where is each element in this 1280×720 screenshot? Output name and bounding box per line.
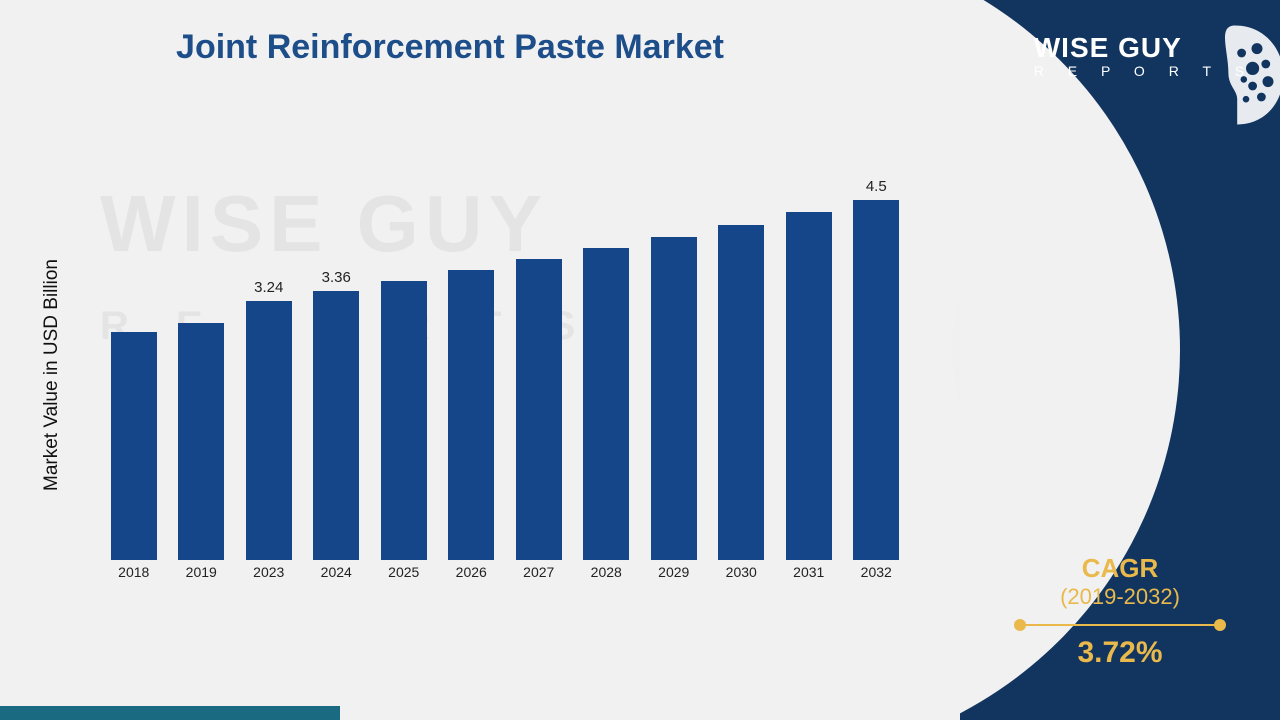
bar [448,270,494,560]
x-tick-label: 2029 [644,564,704,590]
brand-block: WISE GUY R E P O R T S [1034,34,1254,78]
bar-column [104,160,164,560]
x-tick-label: 2027 [509,564,569,590]
x-tick-label: 2026 [442,564,502,590]
x-tick-label: 2030 [712,564,772,590]
brand-line2: R E P O R T S [1034,64,1254,78]
bar-column [442,160,502,560]
bar [853,200,899,560]
bar-value-label: 3.36 [322,269,351,287]
bar [111,332,157,560]
bar-column [779,160,839,560]
bar-value-label: 4.5 [866,178,887,196]
chart-title: Joint Reinforcement Paste Market [0,28,900,67]
bar-column [172,160,232,560]
x-tick-label: 2025 [374,564,434,590]
report-card: WISE GUY R E P O R T S Joint Reinforcemen… [0,0,1280,720]
bar [786,212,832,560]
bar [583,248,629,560]
sidebar-panel: WISE GUY R E P O R T S CAGR (2019-2032) … [960,0,1280,720]
bar-column [509,160,569,560]
footer-accent-bar [0,706,340,720]
bar-column: 4.5 [847,160,907,560]
chart-area: Market Value in USD Billion 3.243.364.5 … [40,160,910,590]
x-axis-labels: 2018 2019 2023 2024 2025 2026 2027 2028 2029 2030… [100,564,910,590]
bars-container: 3.24 3.36 4.5 [100,160,910,560]
bar [718,225,764,560]
cagr-divider [1020,624,1220,626]
x-tick-label: 2019 [172,564,232,590]
x-tick-label: 2028 [577,564,637,590]
bar-value-label: 3.24 [254,279,283,297]
bar [313,291,359,560]
y-axis-label: Market Value in USD Billion [41,259,63,491]
bar [651,237,697,560]
bar-column: 3.36 [307,160,367,560]
x-tick-label: 2031 [779,564,839,590]
cagr-value: 3.72% [960,636,1280,670]
bar-column [712,160,772,560]
bar-column [374,160,434,560]
bar [516,259,562,560]
bar-column [644,160,704,560]
bar [246,301,292,560]
cagr-block: CAGR (2019-2032) 3.72% [960,553,1280,670]
x-tick-label: 2032 [847,564,907,590]
x-tick-label: 2018 [104,564,164,590]
brand-line1: WISE GUY [1034,34,1254,62]
bar-column [577,160,637,560]
cagr-period: (2019-2032) [960,584,1280,610]
bar-column: 3.24 [239,160,299,560]
plot-area: 3.24 3.36 4.5 [100,160,910,560]
x-tick-label: 2024 [307,564,367,590]
bar [381,281,427,560]
x-tick-label: 2023 [239,564,299,590]
cagr-title: CAGR [960,553,1280,584]
bar [178,323,224,560]
